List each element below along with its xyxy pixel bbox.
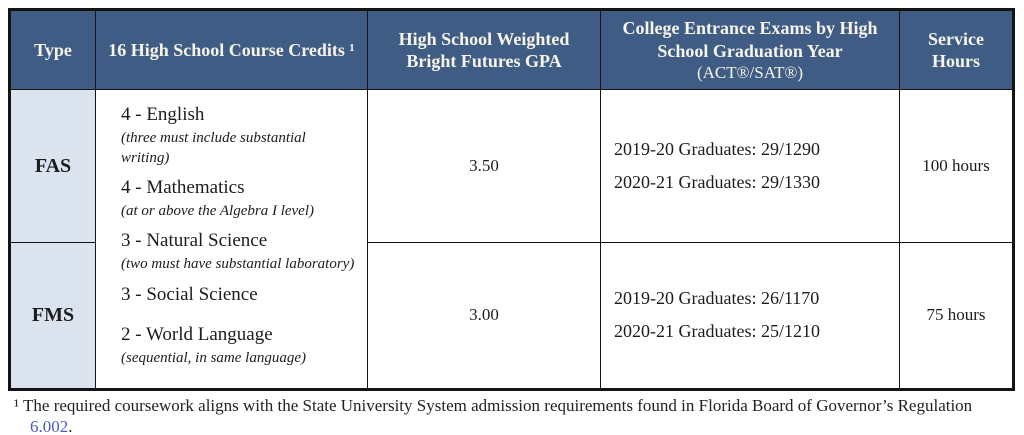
- credit-note: (two must have substantial laboratory): [121, 256, 355, 273]
- header-entrance-exams-main: College Entrance Exams by High School Gr…: [622, 18, 878, 61]
- credit-label: 3 - Social Science: [121, 283, 258, 305]
- credit-item-mathematics: 4 - Mathematics (at or above the Algebra…: [121, 177, 357, 221]
- course-credits-cell: 4 - English (three must include substant…: [95, 89, 368, 390]
- bright-futures-requirements-table: Type 16 High School Course Credits ¹ Hig…: [8, 8, 1015, 391]
- credit-note: (three must include substantial writing): [121, 130, 306, 166]
- header-entrance-exams-sub: (ACT®/SAT®): [696, 63, 804, 82]
- credit-note: (at or above the Algebra I level): [121, 202, 314, 219]
- table-row-fas: FAS 4 - English (three must include subs…: [9, 89, 1014, 390]
- table-row-fms: FMS 3.00 2019-20 Graduates: 26/1170 2020…: [9, 242, 1014, 390]
- exams-cell-fas: 2019-20 Graduates: 29/1290 2020-21 Gradu…: [600, 89, 900, 243]
- footnote-period: .: [68, 416, 73, 435]
- credit-label: 4 - English: [121, 104, 205, 126]
- service-hours-cell-fms: 75 hours: [899, 242, 1014, 390]
- header-course-credits: 16 High School Course Credits ¹: [95, 8, 368, 91]
- exam-line-2020-21: 2020-21 Graduates: 29/1330: [614, 171, 820, 192]
- credit-item-world-language: 2 - World Language (sequential, in same …: [121, 324, 357, 368]
- credit-item-social-science: 3 - Social Science: [121, 284, 357, 307]
- gpa-cell-fas: 3.50: [367, 89, 601, 243]
- credit-item-english: 4 - English (three must include substant…: [121, 104, 357, 168]
- exam-line-2019-20: 2019-20 Graduates: 29/1290: [614, 139, 820, 160]
- regulation-6002-link[interactable]: 6.002: [30, 416, 69, 435]
- credit-note: (sequential, in same language): [121, 350, 306, 367]
- type-cell-fms: FMS: [9, 242, 96, 390]
- credit-label: 3 - Natural Science: [121, 230, 268, 252]
- gpa-cell-fms: 3.00: [367, 242, 601, 390]
- header-service-hours: Service Hours: [899, 8, 1014, 91]
- footnote: ¹ The required coursework aligns with th…: [8, 395, 1012, 435]
- header-weighted-gpa: High School Weighted Bright Futures GPA: [367, 8, 601, 91]
- exam-line-2019-20: 2019-20 Graduates: 26/1170: [614, 288, 820, 309]
- credit-label: 4 - Mathematics: [121, 177, 245, 199]
- service-hours-cell-fas: 100 hours: [899, 89, 1014, 243]
- footnote-text: ¹ The required coursework aligns with th…: [14, 395, 973, 415]
- credit-item-natural-science: 3 - Natural Science (two must have subst…: [121, 230, 357, 274]
- type-cell-fas: FAS: [9, 89, 96, 243]
- header-type: Type: [9, 8, 96, 91]
- exam-line-2020-21: 2020-21 Graduates: 25/1210: [614, 320, 820, 341]
- exams-cell-fms: 2019-20 Graduates: 26/1170 2020-21 Gradu…: [600, 242, 900, 390]
- table-header-row: Type 16 High School Course Credits ¹ Hig…: [9, 8, 1014, 91]
- credit-label: 2 - World Language: [121, 324, 273, 346]
- header-entrance-exams: College Entrance Exams by High School Gr…: [600, 8, 900, 91]
